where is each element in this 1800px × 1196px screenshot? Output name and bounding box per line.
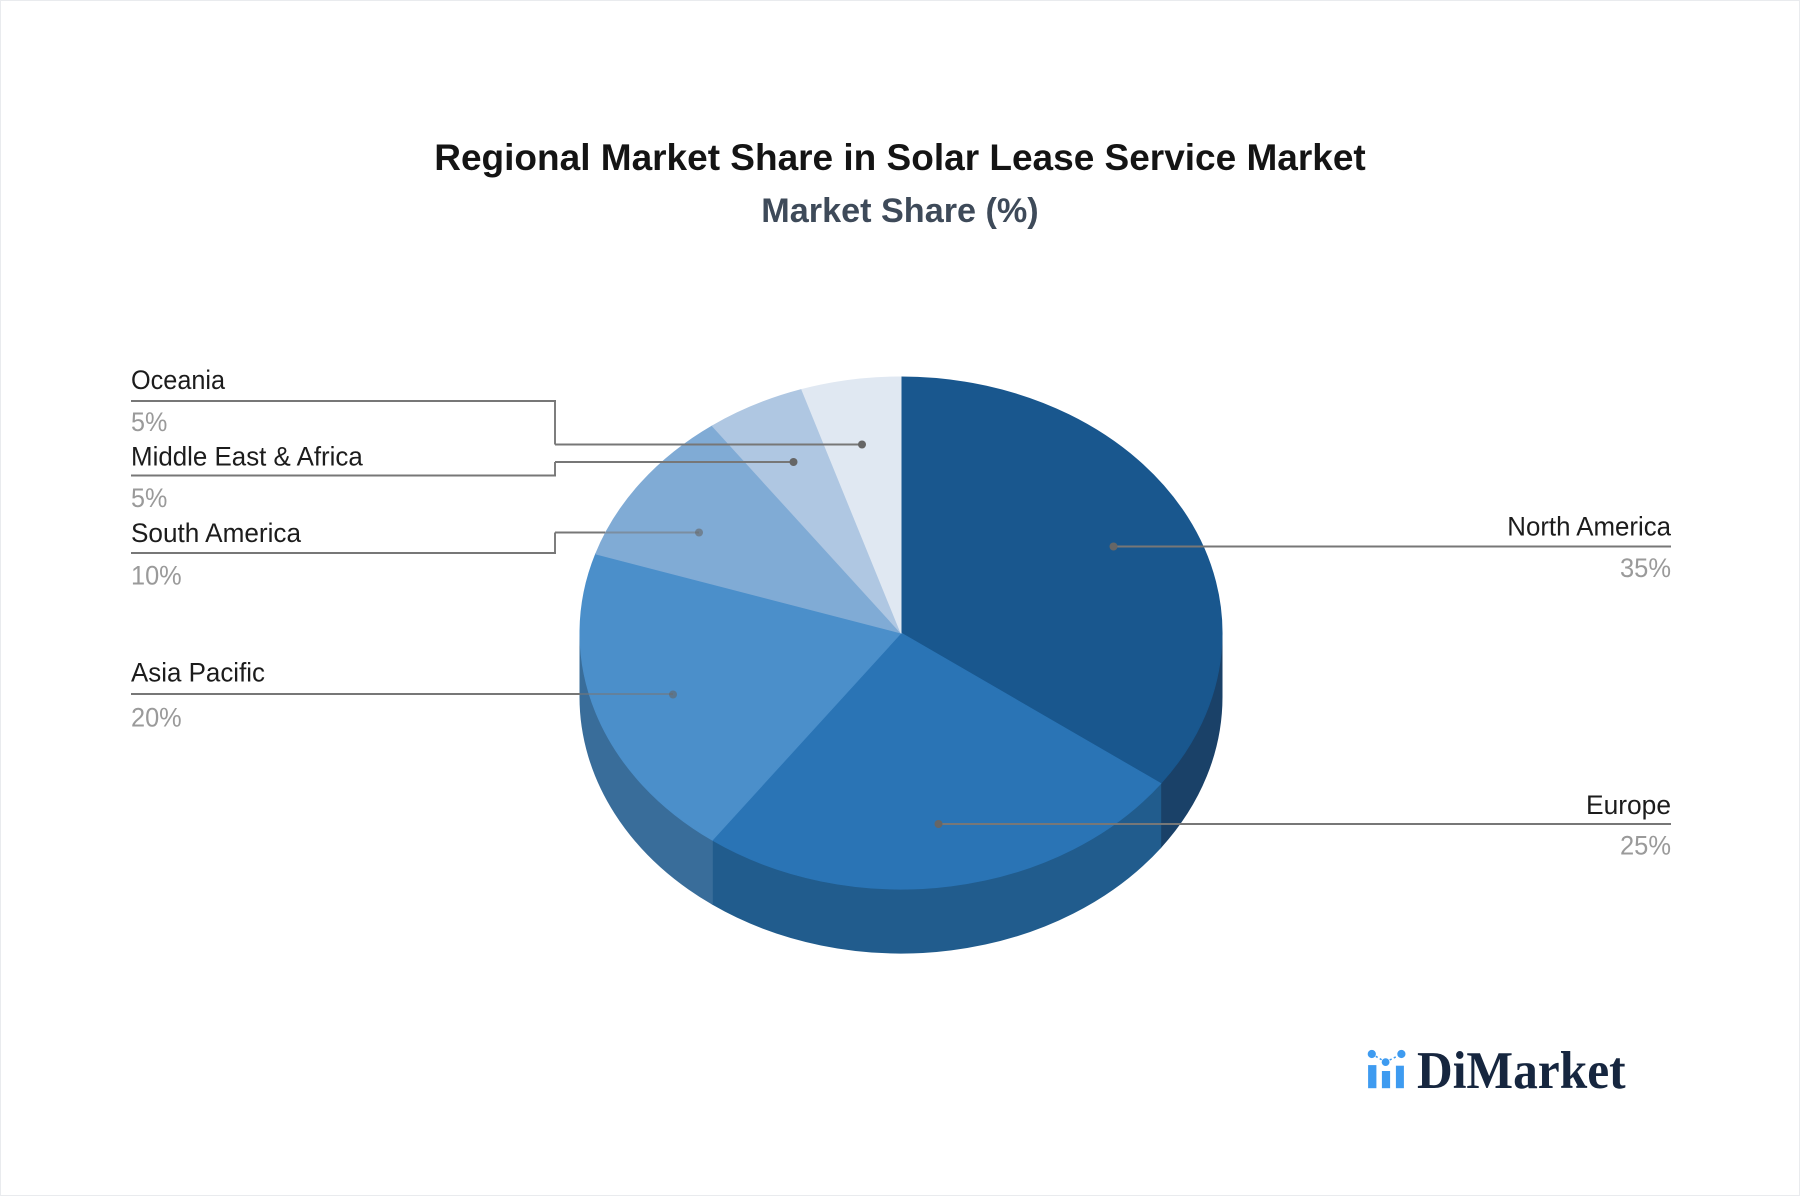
svg-text:25%: 25% xyxy=(1620,831,1671,861)
svg-text:20%: 20% xyxy=(131,703,182,733)
svg-text:Regional Market Share in Solar: Regional Market Share in Solar Lease Ser… xyxy=(434,137,1366,178)
svg-text:Oceania: Oceania xyxy=(131,365,226,395)
svg-text:North America: North America xyxy=(1507,512,1672,542)
svg-text:South America: South America xyxy=(131,518,302,548)
svg-text:Europe: Europe xyxy=(1586,790,1671,820)
svg-text:DiMarket: DiMarket xyxy=(1417,1042,1626,1100)
svg-text:5%: 5% xyxy=(131,483,167,513)
svg-text:5%: 5% xyxy=(131,407,167,437)
svg-text:Market Share (%): Market Share (%) xyxy=(761,192,1038,230)
svg-text:35%: 35% xyxy=(1620,553,1671,583)
svg-text:10%: 10% xyxy=(131,561,182,591)
svg-text:Middle East & Africa: Middle East & Africa xyxy=(131,442,364,472)
svg-text:Asia Pacific: Asia Pacific xyxy=(131,658,265,688)
